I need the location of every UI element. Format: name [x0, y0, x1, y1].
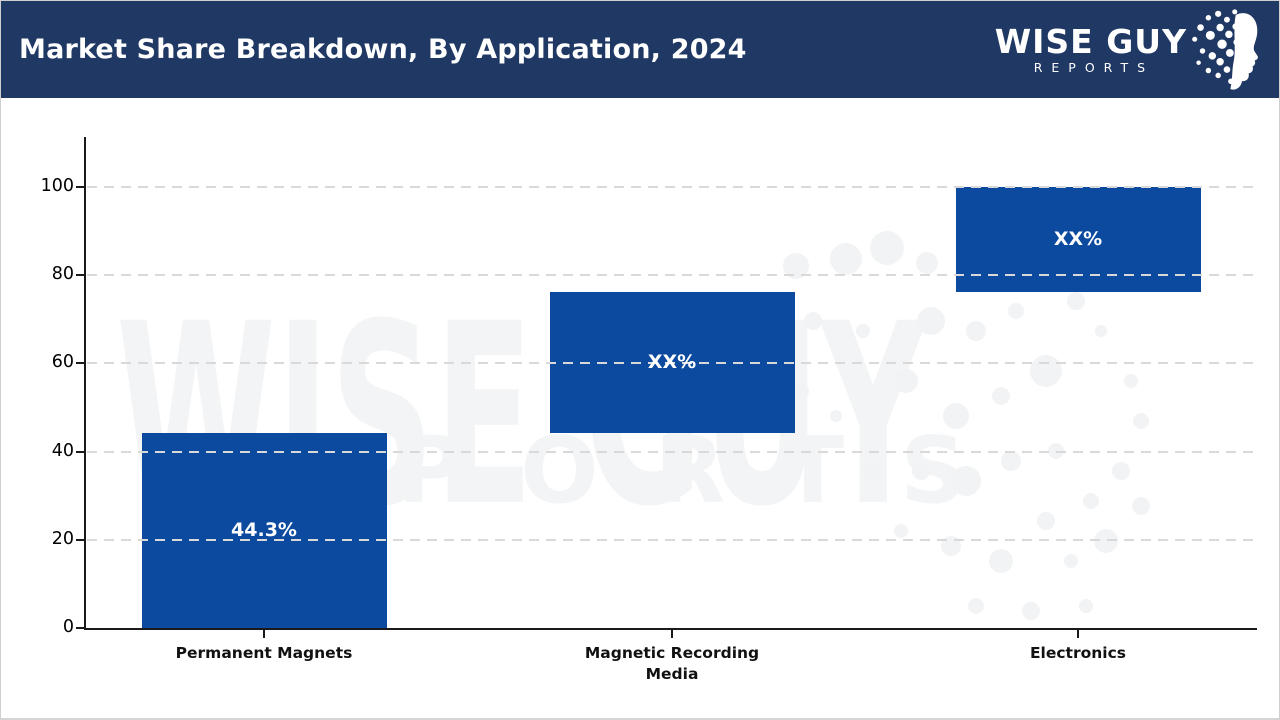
y-tick-mark [76, 186, 84, 189]
bar-chart-plot-area: 0 20 40 60 80 100 44.3% Permanent Magnets XX% Mag… [41, 137, 1257, 683]
y-tick-label: 20 [51, 528, 74, 549]
y-tick-label: 80 [51, 264, 74, 285]
y-axis-line [84, 137, 86, 630]
logo-wordmark-line1: WISE GUY [994, 21, 1187, 61]
bar-value-label: XX% [1053, 228, 1103, 251]
x-category-label: Permanent Magnets [175, 644, 353, 662]
bar-1 [141, 432, 387, 628]
gridline-y-20 [87, 538, 1257, 541]
x-category-label: Electronics [1029, 644, 1127, 662]
x-axis-line [84, 628, 1257, 630]
bar-value-label: 44.3% [231, 519, 297, 542]
bar-3 [955, 187, 1201, 292]
header-bar: Market Share Breakdown, By Application, … [1, 1, 1279, 98]
watermark-head-dots-icon [783, 231, 1150, 620]
logo-head-icon [1192, 8, 1258, 90]
bar-value-label: XX% [647, 351, 697, 374]
y-tick-mark [76, 627, 84, 629]
y-tick-mark [76, 274, 84, 277]
x-tick-mark [671, 630, 673, 638]
y-tick-label: 60 [51, 352, 74, 373]
bar-2 [549, 291, 795, 433]
y-tick-label: 40 [51, 440, 74, 461]
y-tick-mark [76, 450, 84, 453]
gridline-y-60 [87, 362, 1257, 365]
y-tick-label: 0 [62, 617, 74, 637]
x-tick-mark [1077, 630, 1079, 638]
y-tick-mark [76, 362, 84, 365]
x-tick-mark [263, 630, 265, 638]
wise-guy-logo: WISE GUY REPORTS [995, 7, 1261, 93]
y-tick-label: 100 [40, 176, 74, 197]
gridline-y-80 [87, 274, 1257, 277]
page-title: Market Share Breakdown, By Application, … [19, 34, 747, 65]
y-tick-mark [76, 538, 84, 541]
gridline-y-100 [87, 186, 1257, 189]
x-category-label: Magnetic Recording Media [584, 644, 760, 683]
gridline-y-40 [87, 450, 1257, 453]
logo-wordmark: WISE GUY REPORTS [995, 25, 1187, 75]
logo-wordmark-line2: REPORTS [1033, 59, 1155, 75]
